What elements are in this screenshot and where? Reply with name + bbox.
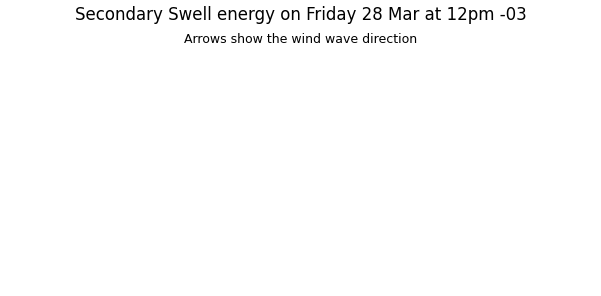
Text: Arrows show the wind wave direction: Arrows show the wind wave direction xyxy=(184,33,417,46)
Text: cartopy not available: cartopy not available xyxy=(227,165,374,179)
Text: Secondary Swell energy on Friday 28 Mar at 12pm -03: Secondary Swell energy on Friday 28 Mar … xyxy=(75,6,526,24)
